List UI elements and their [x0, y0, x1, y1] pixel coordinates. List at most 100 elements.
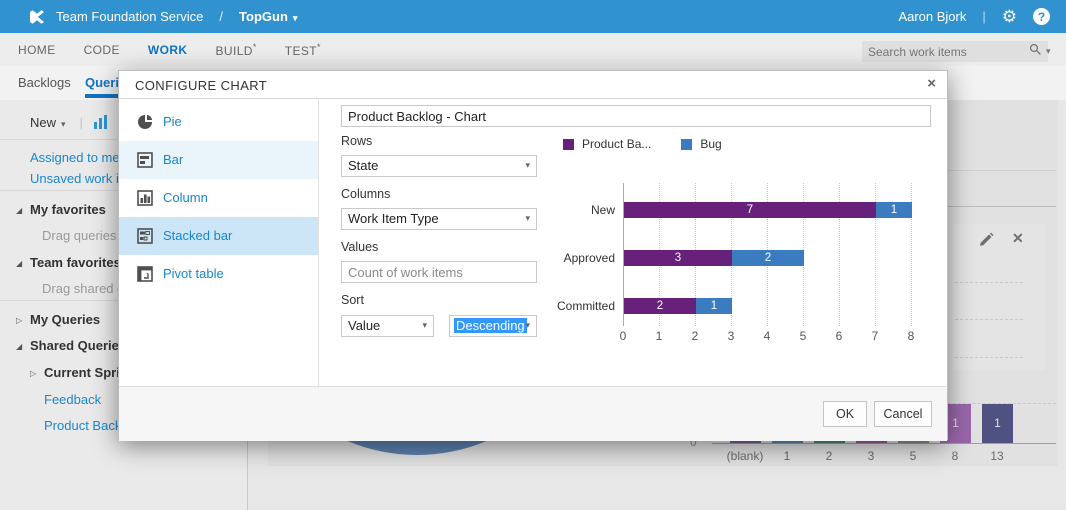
breadcrumb-separator: /	[219, 9, 224, 24]
tree-expanded-icon[interactable]: ◢	[16, 206, 23, 215]
x-tick-label: 1	[655, 329, 663, 343]
bar-segment: 3	[624, 250, 732, 266]
rows-label: Rows	[341, 134, 373, 148]
bar-segment: 2	[732, 250, 804, 266]
bg-x-tick-label: 2	[825, 449, 833, 463]
tree-expanded-icon[interactable]: ◢	[16, 259, 23, 268]
chart-type-bar[interactable]: Bar	[119, 141, 318, 179]
chevron-down-icon: ▾	[525, 213, 530, 223]
sidebar-item-label: Drag shared q	[42, 281, 125, 296]
sidebar-item-label: Product Backl	[44, 418, 125, 433]
nav-item-work[interactable]: WORK	[147, 42, 188, 57]
bg-chart-axis	[712, 443, 1056, 444]
bg-x-tick-label: 8	[951, 449, 959, 463]
legend-label: Product Ba...	[582, 137, 652, 151]
bg-x-tick-label: 3	[867, 449, 875, 463]
sidebar-item-label: Unsaved work it	[30, 171, 123, 186]
bg-x-tick-label: 1	[783, 449, 791, 463]
close-icon[interactable]: ×	[927, 75, 936, 92]
chart-type-list: Pie Bar Column Stacked bar Pivot table	[119, 99, 319, 386]
chart-type-label: Pivot table	[163, 266, 224, 281]
active-tab-underline	[85, 94, 135, 98]
sidebar-item-label: Shared Queries	[30, 338, 127, 353]
gridline	[911, 183, 912, 326]
bg-column-value-label: 1	[952, 416, 959, 430]
toolbar-divider: |	[79, 114, 83, 130]
chart-type-column[interactable]: Column	[119, 179, 318, 217]
bg-x-tick-label: (blank)	[726, 449, 764, 463]
x-tick-label: 2	[691, 329, 699, 343]
bg-x-tick-label: 13	[990, 449, 1004, 463]
x-tick-label: 8	[907, 329, 915, 343]
visual-studio-logo-icon	[30, 9, 44, 24]
configure-chart-dialog: CONFIGURE CHART × Pie Bar Column Stacked ba…	[118, 70, 948, 441]
nav-item-build[interactable]: BUILD*	[215, 41, 257, 58]
nav-item-home[interactable]: HOME	[18, 42, 56, 57]
sidebar-item-label: Team favorites	[30, 255, 121, 270]
chart-type-pivot-table[interactable]: Pivot table	[119, 255, 318, 293]
bar-icon	[137, 152, 153, 168]
ok-button[interactable]: OK	[823, 401, 867, 427]
category-label: Approved	[563, 251, 615, 265]
sidebar-item-label: Drag queries	[42, 228, 117, 243]
category-label: New	[590, 203, 615, 217]
column-icon	[137, 190, 153, 206]
stacked-bar-icon	[137, 228, 153, 244]
project-switcher[interactable]: TopGun ▾	[239, 9, 298, 24]
product-name[interactable]: Team Foundation Service	[56, 9, 204, 24]
values-label: Values	[341, 240, 379, 254]
top-bar: Team Foundation Service / TopGun ▾ Aaron …	[0, 0, 1066, 33]
delete-x-icon[interactable]: ✕	[1012, 230, 1024, 246]
tree-collapsed-icon[interactable]: ▷	[16, 316, 23, 325]
search-box[interactable]: ▾	[862, 41, 1051, 62]
chart-type-pie[interactable]: Pie	[119, 103, 318, 141]
chart-type-label: Bar	[163, 152, 184, 167]
sort-direction-select[interactable]: Descending ▾	[449, 315, 537, 337]
gear-icon[interactable]: ⚙	[1001, 7, 1017, 26]
chevron-down-icon: ▾	[61, 118, 66, 129]
chevron-down-icon: ▾	[422, 320, 427, 330]
tree-collapsed-icon[interactable]: ▷	[30, 369, 37, 378]
sort-field-select[interactable]: Value ▾	[341, 315, 434, 337]
cancel-button[interactable]: Cancel	[874, 401, 932, 427]
topbar-divider: |	[982, 9, 986, 24]
nav-item-code[interactable]: CODE	[83, 42, 120, 57]
category-label: Committed	[556, 299, 615, 313]
x-tick-label: 4	[763, 329, 771, 343]
sidebar-item-label: Feedback	[44, 392, 102, 407]
tab-backlogs[interactable]: Backlogs	[18, 75, 71, 90]
search-input[interactable]	[862, 44, 1029, 59]
chart-legend: Product Ba... Bug	[563, 137, 722, 151]
new-query-button[interactable]: New ▾	[30, 114, 66, 130]
bar-segment: 1	[696, 298, 732, 314]
user-name[interactable]: Aaron Bjork	[898, 9, 967, 24]
x-tick-label: 7	[871, 329, 879, 343]
sidebar-item-label: Current Spri	[44, 365, 120, 380]
legend-swatch	[681, 138, 693, 150]
bg-column-13	[982, 404, 1013, 443]
columns-select[interactable]: Work Item Type ▾	[341, 208, 537, 230]
chart-type-stacked-bar[interactable]: Stacked bar	[119, 217, 318, 255]
background-chart-card: ✕	[953, 224, 1045, 370]
values-input[interactable]	[341, 261, 537, 283]
dialog-titlebar: CONFIGURE CHART ×	[119, 71, 947, 99]
tree-expanded-icon[interactable]: ◢	[16, 342, 23, 351]
search-scope-chevron-icon[interactable]: ▾	[1046, 46, 1051, 56]
gridline	[875, 183, 876, 326]
x-tick-label: 6	[835, 329, 843, 343]
search-icon[interactable]	[1029, 43, 1042, 61]
columns-label: Columns	[341, 187, 391, 201]
chart-type-label: Column	[163, 190, 208, 205]
sidebar-item-label: My favorites	[30, 202, 106, 217]
chart-toolbar-icon[interactable]	[93, 114, 109, 133]
edit-pencil-icon[interactable]	[979, 232, 994, 252]
chart-name-input[interactable]	[341, 105, 931, 127]
nav-item-test[interactable]: TEST*	[284, 41, 321, 58]
rows-select[interactable]: State ▾	[341, 155, 537, 177]
bg-gridline	[955, 282, 1023, 283]
bg-column-value-label: 1	[994, 416, 1001, 430]
help-icon[interactable]: ?	[1033, 8, 1050, 25]
